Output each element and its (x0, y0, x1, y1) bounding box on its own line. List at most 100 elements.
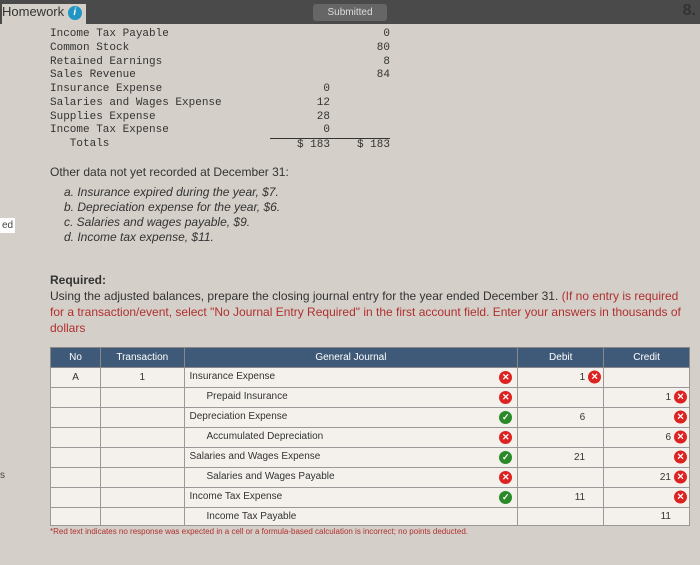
other-data: Other data not yet recorded at December … (50, 165, 690, 244)
cell-txn (101, 467, 184, 487)
tb-account: Retained Earnings (50, 56, 270, 70)
cell-account[interactable]: Accumulated Depreciation✕ (184, 427, 518, 447)
cell-credit[interactable]: ✕ (604, 487, 690, 507)
cell-debit[interactable] (518, 387, 604, 407)
totals-dr: $ 183 (270, 138, 330, 153)
cell-debit[interactable]: 1✕ (518, 367, 604, 387)
cell-no (51, 487, 101, 507)
cell-account[interactable]: Salaries and Wages Payable✕ (184, 467, 518, 487)
cell-no (51, 447, 101, 467)
cell-credit[interactable]: 6✕ (604, 427, 690, 447)
tb-dr: 28 (270, 111, 330, 125)
cell-credit[interactable]: 21✕ (604, 467, 690, 487)
required-block: Required: Using the adjusted balances, p… (50, 272, 690, 337)
required-text: Using the adjusted balances, prepare the… (50, 289, 562, 303)
tb-account: Income Tax Payable (50, 28, 270, 42)
tb-account: Income Tax Expense (50, 124, 270, 138)
correct-icon: ✓ (499, 451, 512, 464)
th-transaction: Transaction (101, 347, 184, 367)
wrong-icon: ✕ (588, 371, 601, 384)
th-debit: Debit (518, 347, 604, 367)
cell-no (51, 467, 101, 487)
cell-debit[interactable] (518, 427, 604, 447)
wrong-icon: ✕ (674, 411, 687, 424)
other-item: a. Insurance expired during the year, $7… (64, 185, 690, 199)
cell-txn (101, 447, 184, 467)
cell-debit[interactable]: 11 (518, 487, 604, 507)
cell-no (51, 507, 101, 525)
wrong-icon: ✕ (499, 371, 512, 384)
homework-text: Homework (2, 4, 64, 19)
other-item: b. Depreciation expense for the year, $6… (64, 200, 690, 214)
tb-cr: 84 (330, 69, 390, 83)
cell-txn (101, 507, 184, 525)
cell-no (51, 427, 101, 447)
cell-credit[interactable]: ✕ (604, 407, 690, 427)
tb-dr: 0 (270, 83, 330, 97)
cell-account[interactable]: Salaries and Wages Expense✓ (184, 447, 518, 467)
score-partial: 8. (683, 2, 696, 20)
tb-account: Sales Revenue (50, 69, 270, 83)
cell-account[interactable]: Income Tax Expense✓ (184, 487, 518, 507)
side-ed: ed (0, 218, 15, 233)
general-journal-table: No Transaction General Journal Debit Cre… (50, 347, 690, 526)
correct-icon: ✓ (499, 491, 512, 504)
cell-txn (101, 487, 184, 507)
correct-icon: ✓ (499, 411, 512, 424)
cell-credit[interactable] (604, 367, 690, 387)
cell-account[interactable]: Income Tax Payable (184, 507, 518, 525)
wrong-icon: ✕ (499, 471, 512, 484)
wrong-icon: ✕ (674, 491, 687, 504)
gj-footnote: *Red text indicates no response was expe… (50, 527, 690, 536)
cell-debit[interactable]: 6 (518, 407, 604, 427)
wrong-icon: ✕ (499, 391, 512, 404)
tb-cr (330, 111, 390, 125)
wrong-icon: ✕ (674, 451, 687, 464)
tb-dr (270, 69, 330, 83)
tb-dr: 12 (270, 97, 330, 111)
totals-label: Totals (50, 138, 270, 153)
cell-no: A (51, 367, 101, 387)
trial-balance: Income Tax Payable0Common Stock80Retaine… (50, 28, 690, 153)
tb-account: Common Stock (50, 42, 270, 56)
homework-label: Homework i (2, 4, 86, 24)
info-icon[interactable]: i (68, 6, 82, 20)
th-journal: General Journal (184, 347, 518, 367)
wrong-icon: ✕ (674, 431, 687, 444)
side-s: s (0, 470, 5, 481)
required-heading: Required: (50, 273, 106, 287)
cell-account[interactable]: Prepaid Insurance✕ (184, 387, 518, 407)
cell-debit[interactable] (518, 507, 604, 525)
tb-dr (270, 28, 330, 42)
cell-txn (101, 407, 184, 427)
tb-account: Supplies Expense (50, 111, 270, 125)
cell-credit[interactable]: ✕ (604, 447, 690, 467)
wrong-icon: ✕ (674, 391, 687, 404)
cell-no (51, 407, 101, 427)
wrong-icon: ✕ (674, 471, 687, 484)
cell-credit[interactable]: 1✕ (604, 387, 690, 407)
tb-dr: 0 (270, 124, 330, 138)
cell-account[interactable]: Depreciation Expense✓ (184, 407, 518, 427)
tb-cr: 80 (330, 42, 390, 56)
cell-credit[interactable]: 11 (604, 507, 690, 525)
tb-cr (330, 124, 390, 138)
tb-cr: 0 (330, 28, 390, 42)
cell-account[interactable]: Insurance Expense✕ (184, 367, 518, 387)
cell-debit[interactable]: 21 (518, 447, 604, 467)
cell-txn: 1 (101, 367, 184, 387)
wrong-icon: ✕ (499, 431, 512, 444)
tb-cr: 8 (330, 56, 390, 70)
submitted-pill: Submitted (313, 4, 386, 21)
cell-debit[interactable] (518, 467, 604, 487)
tb-account: Insurance Expense (50, 83, 270, 97)
other-item: d. Income tax expense, $11. (64, 230, 690, 244)
tb-dr (270, 56, 330, 70)
tb-cr (330, 83, 390, 97)
cell-txn (101, 427, 184, 447)
tb-dr (270, 42, 330, 56)
totals-cr: $ 183 (330, 138, 390, 153)
other-item: c. Salaries and wages payable, $9. (64, 215, 690, 229)
th-no: No (51, 347, 101, 367)
other-heading: Other data not yet recorded at December … (50, 165, 690, 179)
